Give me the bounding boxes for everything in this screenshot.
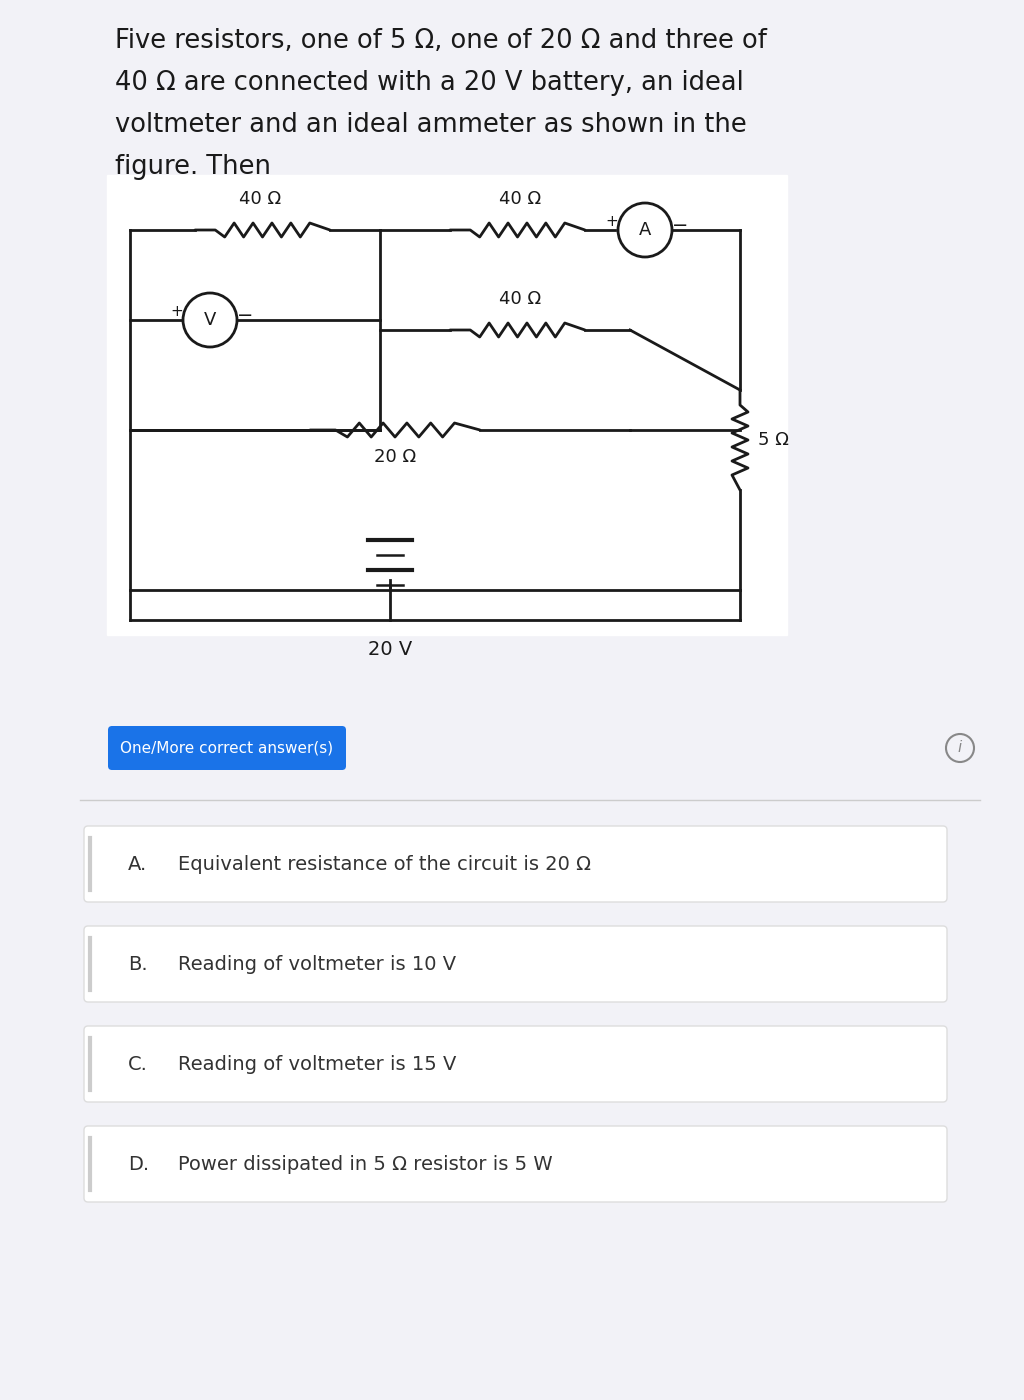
Text: Power dissipated in 5 Ω resistor is 5 W: Power dissipated in 5 Ω resistor is 5 W <box>178 1155 553 1173</box>
Text: figure. Then: figure. Then <box>115 154 271 181</box>
Text: +: + <box>605 213 618 228</box>
Bar <box>106 175 787 636</box>
Text: 20 Ω: 20 Ω <box>374 448 416 466</box>
Text: Reading of voltmeter is 10 V: Reading of voltmeter is 10 V <box>178 955 456 973</box>
Text: C.: C. <box>128 1054 147 1074</box>
Text: D.: D. <box>128 1155 150 1173</box>
FancyBboxPatch shape <box>84 826 947 902</box>
Text: One/More correct answer(s): One/More correct answer(s) <box>121 741 334 756</box>
Text: +: + <box>171 305 183 319</box>
Text: Equivalent resistance of the circuit is 20 Ω: Equivalent resistance of the circuit is … <box>178 854 591 874</box>
Text: B.: B. <box>128 955 147 973</box>
FancyBboxPatch shape <box>108 727 346 770</box>
Text: i: i <box>957 741 963 756</box>
Text: V: V <box>204 311 216 329</box>
Text: −: − <box>672 216 688 234</box>
Text: 40 Ω are connected with a 20 V battery, an ideal: 40 Ω are connected with a 20 V battery, … <box>115 70 743 97</box>
FancyBboxPatch shape <box>84 1126 947 1203</box>
Text: Five resistors, one of 5 Ω, one of 20 Ω and three of: Five resistors, one of 5 Ω, one of 20 Ω … <box>115 28 767 55</box>
Text: 40 Ω: 40 Ω <box>499 290 541 308</box>
Text: Reading of voltmeter is 15 V: Reading of voltmeter is 15 V <box>178 1054 457 1074</box>
Text: −: − <box>237 307 253 326</box>
Circle shape <box>183 293 237 347</box>
Text: voltmeter and an ideal ammeter as shown in the: voltmeter and an ideal ammeter as shown … <box>115 112 746 139</box>
Text: 20 V: 20 V <box>368 640 412 659</box>
Text: 40 Ω: 40 Ω <box>239 190 281 209</box>
Text: A.: A. <box>128 854 147 874</box>
FancyBboxPatch shape <box>84 925 947 1002</box>
Text: A: A <box>639 221 651 239</box>
Text: 5 Ω: 5 Ω <box>758 431 788 449</box>
Text: 40 Ω: 40 Ω <box>499 190 541 209</box>
Circle shape <box>618 203 672 258</box>
FancyBboxPatch shape <box>84 1026 947 1102</box>
